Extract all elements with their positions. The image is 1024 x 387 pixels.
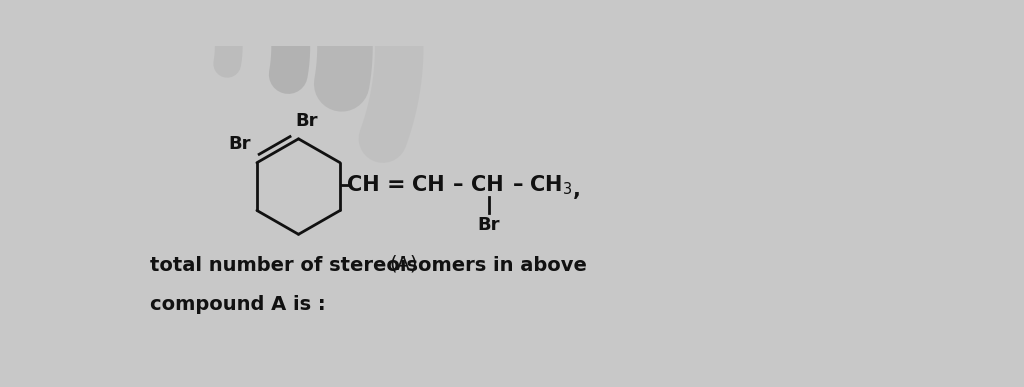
Text: compound A is :: compound A is : — [150, 295, 326, 314]
Text: CH: CH — [412, 175, 444, 195]
Text: CH: CH — [347, 175, 380, 195]
Text: =: = — [387, 175, 406, 195]
Text: ,: , — [572, 180, 581, 200]
Text: CH: CH — [471, 175, 504, 195]
Text: –: – — [453, 175, 463, 195]
Text: (A): (A) — [389, 254, 418, 273]
Text: Br: Br — [228, 135, 251, 154]
Text: Br: Br — [477, 216, 500, 234]
Text: CH$_3$: CH$_3$ — [529, 173, 572, 197]
Text: Br: Br — [295, 111, 317, 130]
Text: total number of stereoisomers in above: total number of stereoisomers in above — [150, 257, 587, 276]
Text: –: – — [513, 175, 523, 195]
